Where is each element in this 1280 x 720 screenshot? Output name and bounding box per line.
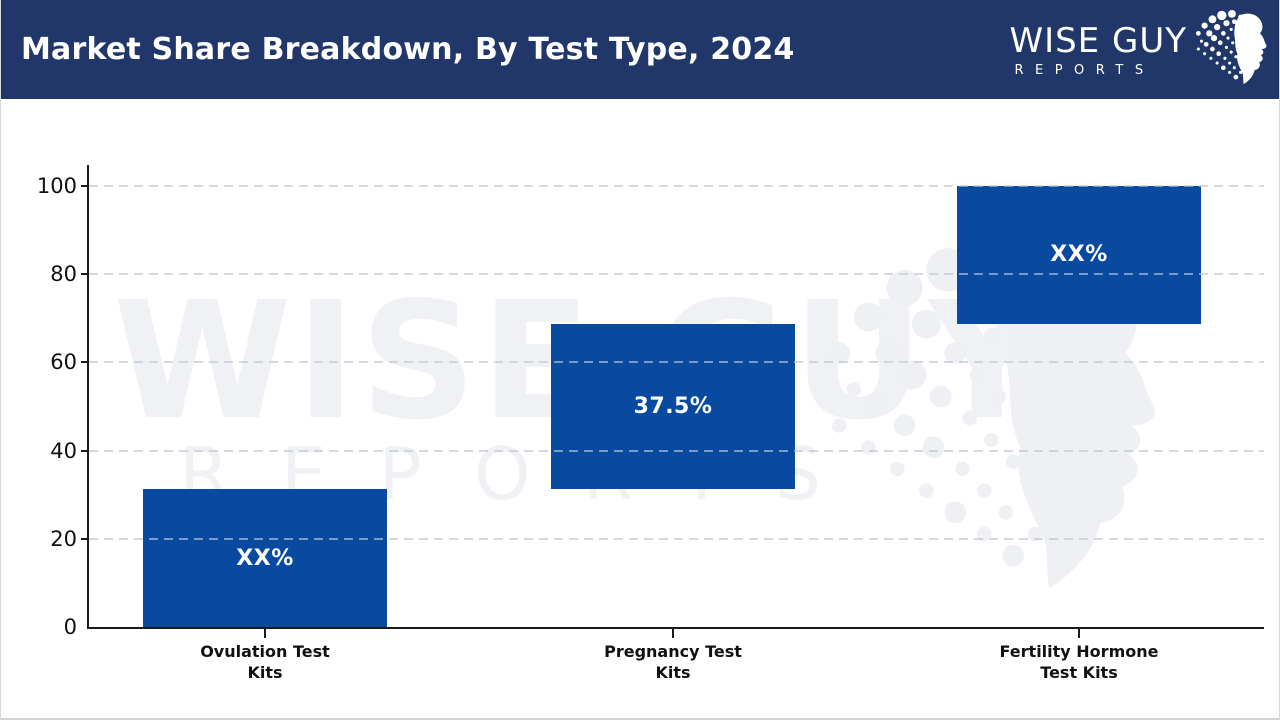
y-axis-tick-label: 0 (63, 615, 77, 639)
logo-face-dots-icon (1196, 9, 1267, 85)
gridline-20 (89, 537, 1264, 540)
y-axis-line (87, 165, 89, 629)
gridline-60 (89, 361, 1264, 364)
x-axis-line (87, 627, 1264, 629)
y-axis-tick-label: 100 (36, 174, 77, 198)
y-axis-tick-label: 20 (50, 526, 77, 551)
gridline-100 (89, 185, 1264, 187)
y-axis-tick-label: 80 (50, 262, 77, 287)
x-axis-category-label: Ovulation Test Kits (125, 641, 405, 683)
bar-value-label: XX% (236, 545, 294, 571)
wise-guy-reports-logo: WISE GUY REPORTS (1009, 6, 1271, 92)
y-axis-tickmark (81, 185, 89, 187)
x-axis-category-label-line: Pregnancy Test (604, 642, 742, 661)
bar-value-label: 37.5% (633, 394, 713, 419)
page-title: Market Share Breakdown, By Test Type, 20… (21, 32, 795, 67)
x-axis-category-label-line: Ovulation Test (200, 642, 330, 661)
y-axis-tickmark (81, 537, 89, 540)
x-axis-tickmark (1078, 629, 1080, 638)
x-axis-category-label-line: Fertility Hormone (999, 642, 1159, 661)
chart-bar-3: XX% (957, 186, 1201, 324)
x-axis-category-label: Pregnancy Test Kits (533, 641, 813, 683)
logo-wordmark: WISE GUY (1009, 21, 1187, 61)
bar-value-label: XX% (1050, 242, 1108, 268)
x-axis-category-label-line: Test Kits (1040, 663, 1118, 682)
logo-reports-text: REPORTS (1014, 62, 1155, 78)
y-axis-tickmark (81, 449, 89, 452)
chart-bar-2: 37.5% (551, 323, 795, 490)
y-axis-tickmark (81, 361, 89, 364)
header-banner: Market Share Breakdown, By Test Type, 20… (1, 0, 1279, 99)
x-axis-tickmark (672, 629, 674, 638)
x-axis-category-label-line: Kits (247, 663, 283, 682)
x-axis-category-label-line: Kits (655, 663, 691, 682)
x-axis-tickmark (264, 629, 266, 638)
y-axis-tickmark (81, 273, 89, 276)
y-axis-tick-label: 40 (50, 438, 77, 463)
y-axis-tick-label: 60 (50, 350, 77, 375)
x-axis-category-label: Fertility Hormone Test Kits (939, 641, 1219, 683)
gridline-80 (89, 273, 1264, 276)
gridline-40 (89, 449, 1264, 452)
chart-bar-1: XX% (143, 489, 387, 627)
